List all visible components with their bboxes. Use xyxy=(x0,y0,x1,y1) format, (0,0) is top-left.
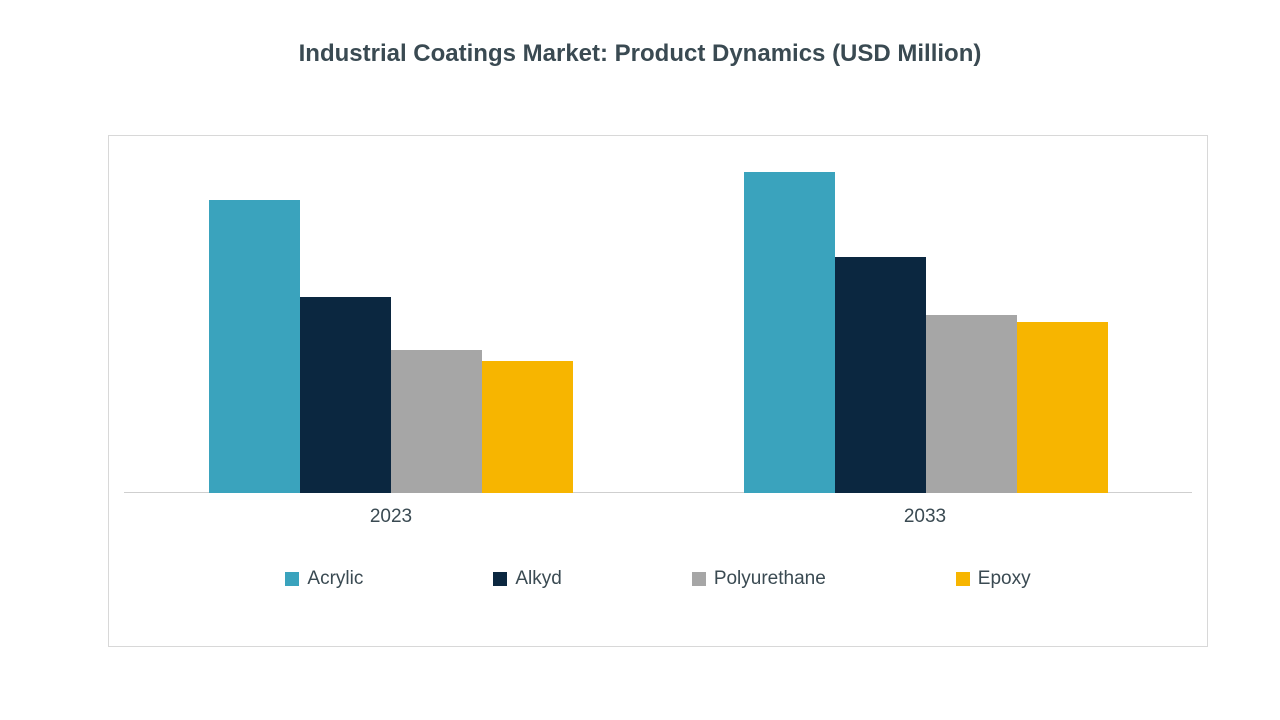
x-axis-labels: 2023 2033 xyxy=(124,506,1192,536)
x-label-2033: 2033 xyxy=(904,506,946,528)
bar-2033-epoxy xyxy=(1017,322,1108,493)
legend-label-epoxy: Epoxy xyxy=(978,568,1031,590)
legend: Acrylic Alkyd Polyurethane Epoxy xyxy=(109,568,1207,590)
legend-swatch-acrylic xyxy=(285,572,299,586)
legend-item-epoxy: Epoxy xyxy=(956,568,1031,590)
bar-2033-alkyd xyxy=(835,257,926,493)
bar-2023-epoxy xyxy=(482,361,573,493)
x-label-2023: 2023 xyxy=(370,506,412,528)
chart-title: Industrial Coatings Market: Product Dyna… xyxy=(0,0,1280,98)
bar-2023-acrylic xyxy=(209,200,300,493)
legend-label-alkyd: Alkyd xyxy=(515,568,561,590)
legend-swatch-alkyd xyxy=(493,572,507,586)
legend-swatch-epoxy xyxy=(956,572,970,586)
legend-item-acrylic: Acrylic xyxy=(285,568,363,590)
legend-label-polyurethane: Polyurethane xyxy=(714,568,826,590)
bar-2033-acrylic xyxy=(744,172,835,493)
chart-container: 2023 2033 Acrylic Alkyd Polyurethane Epo… xyxy=(108,135,1208,647)
bar-2033-polyurethane xyxy=(926,315,1017,494)
legend-item-alkyd: Alkyd xyxy=(493,568,561,590)
legend-item-polyurethane: Polyurethane xyxy=(692,568,826,590)
bar-2023-polyurethane xyxy=(391,350,482,493)
legend-label-acrylic: Acrylic xyxy=(307,568,363,590)
bar-2023-alkyd xyxy=(300,297,391,493)
plot-area xyxy=(124,136,1192,493)
legend-swatch-polyurethane xyxy=(692,572,706,586)
